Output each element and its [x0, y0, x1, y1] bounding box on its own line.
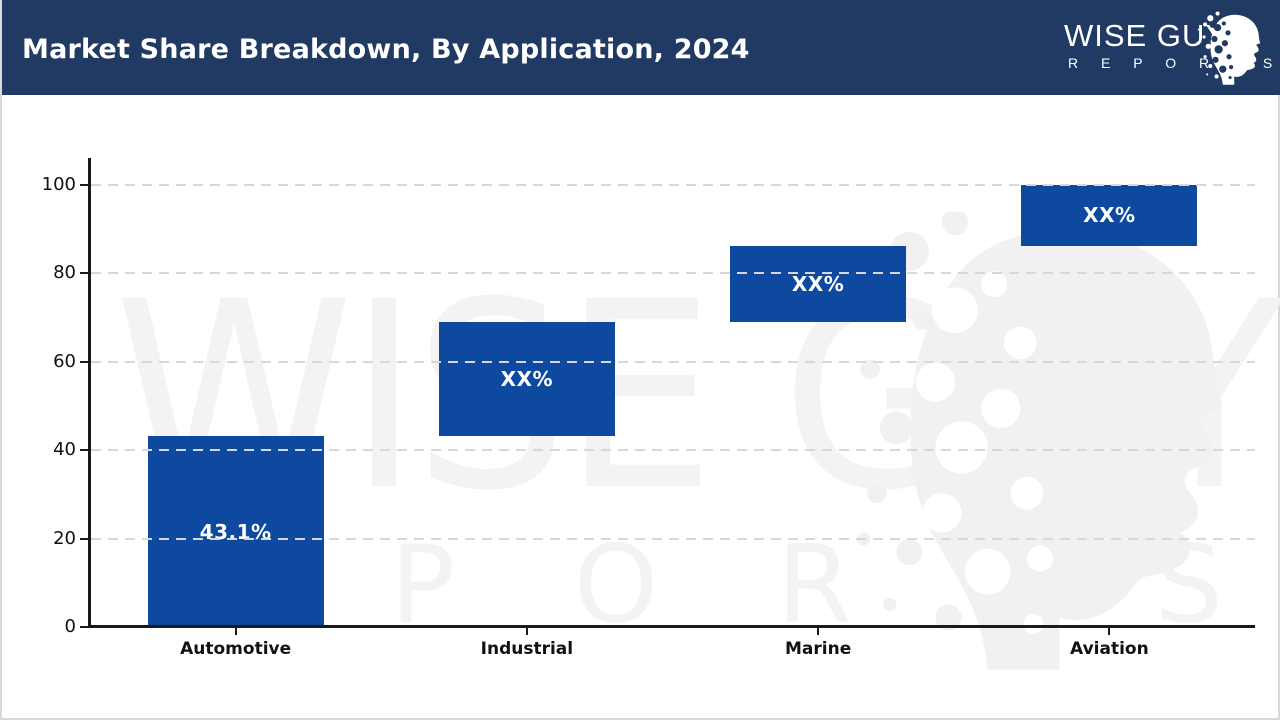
- bar-value-label: XX%: [500, 367, 554, 392]
- wise-guy-logo: WISE GUY R E P O R T S: [1064, 11, 1272, 85]
- gridline: [91, 360, 1255, 363]
- y-tick-label: 80: [53, 262, 76, 284]
- y-axis-line: [88, 158, 91, 627]
- x-axis-tick: [234, 628, 237, 635]
- gridline: [91, 184, 1255, 186]
- page-title: Market Share Breakdown, By Application, …: [22, 34, 750, 65]
- bar-marine: XX%: [730, 245, 907, 322]
- logo-head-icon: [1196, 11, 1261, 85]
- bar-value-label: XX%: [791, 271, 845, 296]
- y-tick-label: 0: [64, 616, 76, 637]
- y-axis-tick: [80, 272, 88, 275]
- y-tick-label: 40: [53, 439, 76, 461]
- x-axis-tick: [1108, 628, 1111, 635]
- bar-value-label: XX%: [1083, 203, 1136, 228]
- header-bar: Market Share Breakdown, By Application, …: [2, 0, 1280, 95]
- y-axis-tick: [80, 449, 88, 452]
- y-axis-tick: [80, 626, 88, 628]
- y-tick-label: 60: [53, 350, 76, 372]
- y-axis-tick: [80, 360, 88, 363]
- bar-automotive: 43.1%: [147, 436, 324, 627]
- x-axis-tick: [525, 628, 528, 635]
- x-category-label: Industrial: [480, 639, 574, 659]
- logo-wordmark: WISE GUY: [1064, 18, 1227, 53]
- y-axis-tick: [80, 184, 88, 186]
- bar-industrial: XX%: [438, 322, 615, 437]
- x-category-label: Aviation: [1070, 639, 1149, 659]
- gridline: [91, 272, 1255, 275]
- y-axis-tick: [80, 537, 88, 540]
- x-category-label: Marine: [785, 639, 852, 659]
- bar-value-label: 43.1%: [199, 519, 272, 544]
- y-tick-label: 20: [53, 527, 76, 549]
- x-axis-tick: [817, 628, 820, 635]
- gridline: [91, 449, 1255, 452]
- x-category-label: Automotive: [180, 639, 292, 659]
- watermark-head-icon: [857, 212, 1223, 670]
- y-tick-label: 100: [41, 174, 76, 195]
- bar-aviation: XX%: [1021, 185, 1198, 246]
- gridline: [91, 537, 1255, 540]
- x-axis-line: [88, 625, 1255, 628]
